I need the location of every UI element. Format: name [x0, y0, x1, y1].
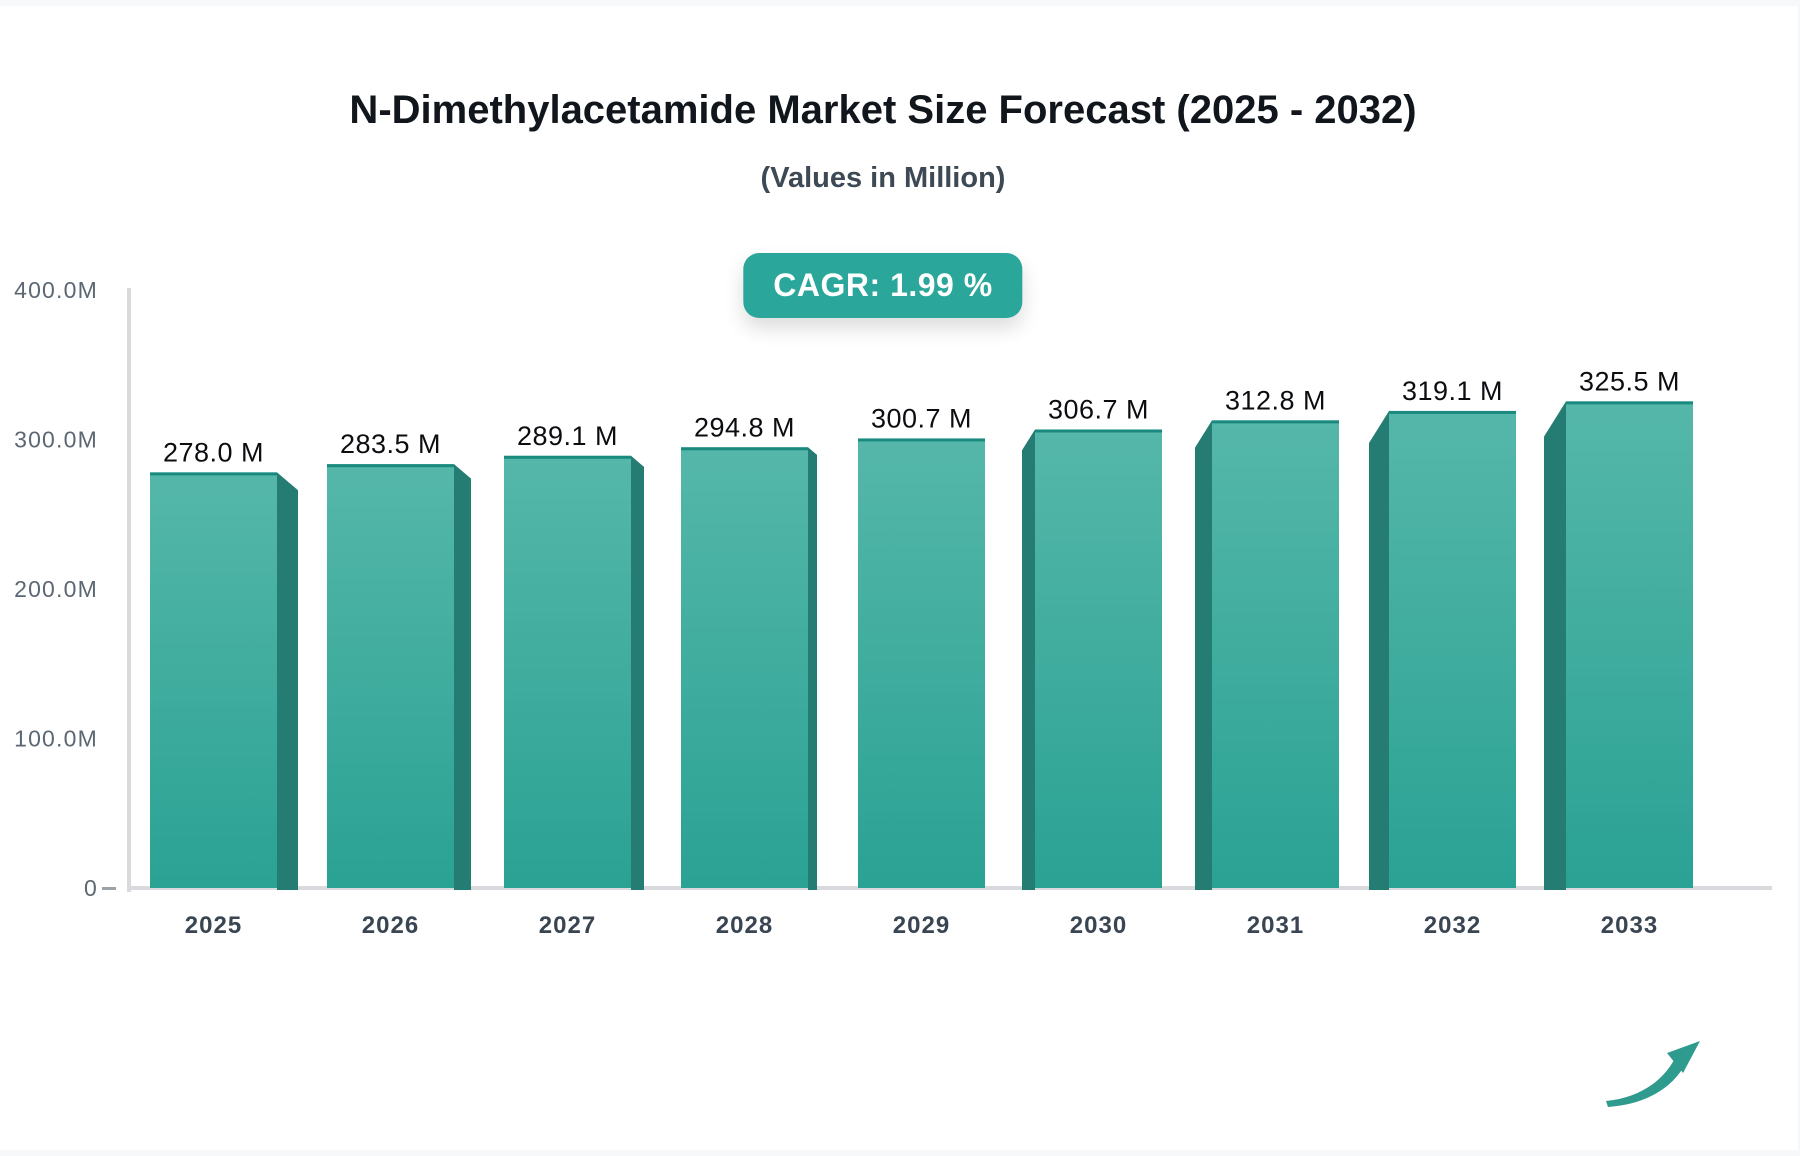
bar-front-face	[1035, 429, 1162, 888]
bar-top-edge	[504, 455, 631, 459]
bar-top-edge	[1035, 429, 1162, 433]
y-axis-tick-label: 300.0M	[14, 427, 98, 453]
x-axis-category-label: 2032	[1424, 912, 1481, 939]
page-bottom-edge	[0, 1150, 1800, 1156]
y-axis-line	[127, 288, 131, 892]
bar-front-face	[1212, 420, 1339, 888]
bar-top-edge	[1212, 420, 1339, 424]
bar-value-label: 294.8 M	[694, 412, 795, 442]
bar-2027: 289.1 M 2027	[504, 421, 644, 939]
bar-value-label: 312.8 M	[1225, 385, 1326, 415]
bar-2029: 300.7 M 2029	[858, 403, 985, 939]
zero-tick-mark	[102, 887, 116, 890]
bar-front-face	[681, 447, 808, 888]
amr-logo-graphic	[1606, 1041, 1700, 1107]
x-axis-category-label: 2028	[716, 912, 773, 939]
x-axis-category-label: 2027	[539, 912, 596, 939]
bar-2031: 312.8 M 2031	[1195, 385, 1339, 939]
bar-side-facet	[1544, 401, 1566, 890]
bar-value-label: 306.7 M	[1048, 394, 1149, 424]
bar-2025: 278.0 M 2025	[150, 437, 298, 939]
bar-top-edge	[858, 438, 985, 442]
x-axis-category-label: 2031	[1247, 912, 1304, 939]
bar-front-face	[150, 472, 277, 888]
x-axis-category-label: 2026	[362, 912, 419, 939]
x-axis-category-label: 2030	[1070, 912, 1127, 939]
bar-front-face	[1566, 401, 1693, 888]
bar-side-facet	[808, 447, 817, 890]
y-axis-tick-label: 400.0M	[14, 277, 98, 303]
chart-subtitle: (Values in Million)	[760, 162, 1006, 194]
bar-front-face	[504, 455, 631, 888]
page-top-edge	[0, 0, 1800, 6]
y-axis-tick-label: 100.0M	[14, 726, 98, 752]
bar-2026: 283.5 M 2026	[327, 429, 471, 939]
chart-title: N-Dimethylacetamide Market Size Forecast…	[349, 88, 1417, 132]
y-axis-tick-label: 0	[84, 875, 98, 901]
x-axis-category-label: 2033	[1601, 912, 1658, 939]
bar-top-edge	[150, 472, 277, 476]
bar-2032: 319.1 M 2032	[1369, 376, 1516, 939]
page-right-edge	[1798, 0, 1800, 1156]
bar-side-facet	[1369, 410, 1389, 890]
bar-value-label: 289.1 M	[517, 421, 618, 451]
bar-front-face	[327, 464, 454, 888]
bar-value-label: 300.7 M	[871, 403, 972, 433]
x-axis-category-label: 2025	[185, 912, 242, 939]
bar-value-label: 278.0 M	[163, 437, 264, 467]
bar-value-label: 283.5 M	[340, 429, 441, 459]
bar-top-edge	[1566, 401, 1693, 405]
bar-side-facet	[454, 464, 471, 890]
bar-top-edge	[681, 447, 808, 451]
amr-logo	[1516, 1034, 1706, 1116]
bar-side-facet	[631, 455, 644, 890]
bar-front-face	[858, 438, 985, 888]
cagr-badge-label: CAGR: 1.99 %	[773, 267, 993, 303]
bar-2033: 325.5 M 2033	[1544, 366, 1693, 939]
bar-side-facet	[1022, 429, 1035, 890]
x-axis-category-label: 2029	[893, 912, 950, 939]
bar-side-facet	[1195, 420, 1212, 890]
bar-top-edge	[1389, 410, 1516, 414]
trend-up-arrow-icon	[1606, 1041, 1700, 1107]
bar-front-face	[1389, 410, 1516, 888]
bar-top-edge	[327, 464, 454, 468]
cagr-badge: CAGR: 1.99 %	[743, 253, 1023, 318]
bar-value-label: 325.5 M	[1579, 366, 1680, 396]
bar-2028: 294.8 M 2028	[681, 412, 817, 939]
bar-2030: 306.7 M 2030	[1022, 394, 1162, 939]
bar-value-label: 319.1 M	[1402, 376, 1503, 406]
y-axis-tick-label: 200.0M	[14, 576, 98, 602]
bar-side-facet	[277, 472, 298, 890]
